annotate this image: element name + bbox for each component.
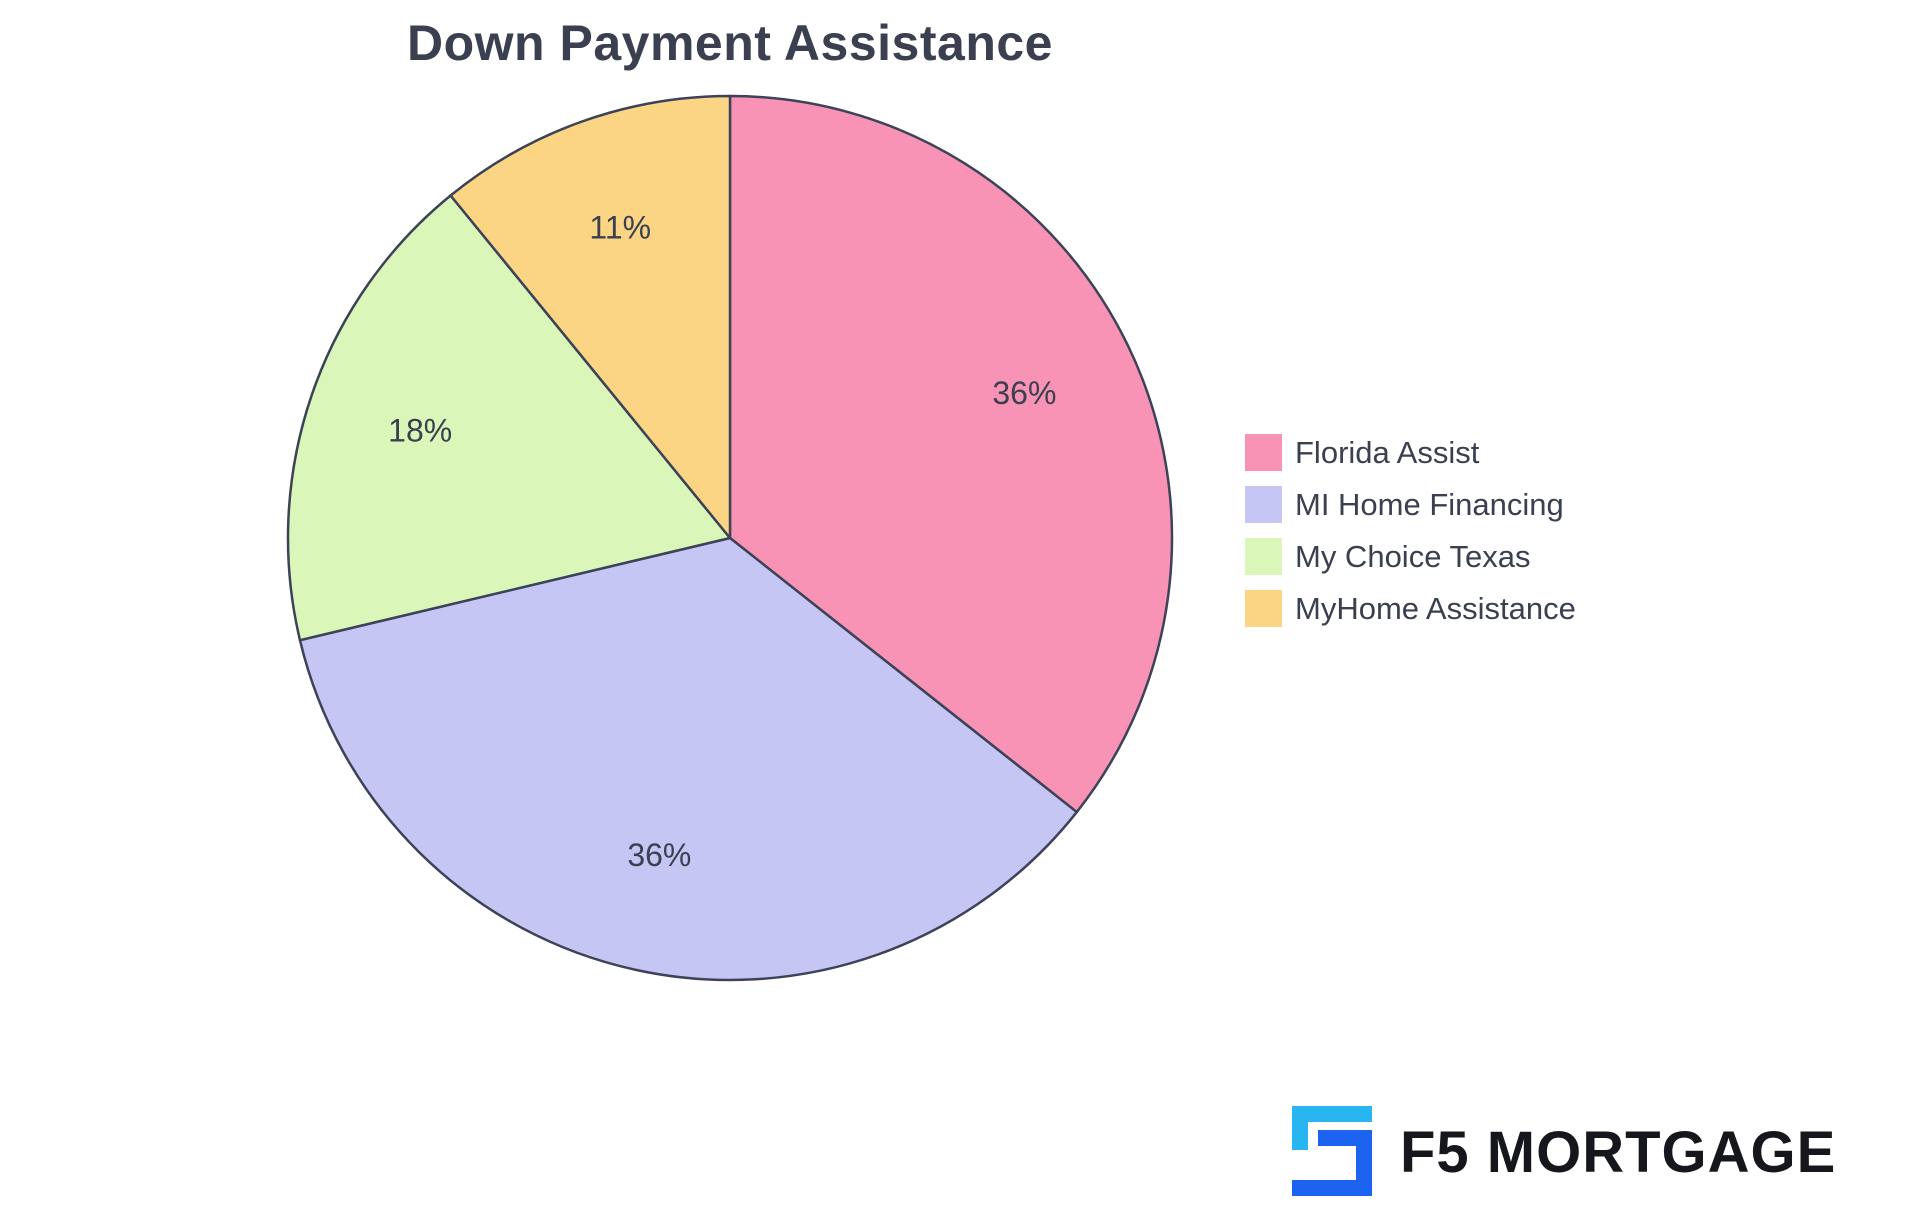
pie-slice-percent-label: 36%	[627, 837, 691, 873]
legend: Florida Assist MI Home Financing My Choi…	[1245, 434, 1576, 627]
brand-footer: F5 MORTGAGE	[1290, 1106, 1836, 1198]
chart-title: Down Payment Assistance	[407, 15, 1053, 71]
logo-bowl	[1292, 1130, 1372, 1196]
pie-slice-percent-label: 11%	[589, 209, 651, 245]
legend-swatch-icon	[1245, 538, 1282, 575]
pie-slice-percent-label: 18%	[388, 413, 452, 449]
legend-item-florida-assist: Florida Assist	[1245, 434, 1576, 471]
legend-item-myhome-assistance: MyHome Assistance	[1245, 590, 1576, 627]
brand-name: F5 MORTGAGE	[1400, 1119, 1837, 1185]
pie-slice-1	[298, 536, 1079, 982]
legend-item-mi-home-financing: MI Home Financing	[1245, 486, 1576, 523]
legend-label: Florida Assist	[1295, 434, 1480, 470]
legend-swatch-icon	[1245, 434, 1282, 471]
pie-slice-2	[286, 194, 732, 642]
legend-label: My Choice Texas	[1295, 538, 1531, 574]
legend-label: MyHome Assistance	[1295, 590, 1576, 626]
pie-slice-0	[728, 94, 1174, 814]
f5-mortgage-logo-icon	[1292, 1106, 1372, 1196]
legend-item-my-choice-texas: My Choice Texas	[1245, 538, 1576, 575]
logo-top-bar	[1292, 1106, 1372, 1150]
legend-label: MI Home Financing	[1295, 486, 1564, 522]
pie-slice-3	[449, 94, 732, 540]
pie-slice-percent-label: 36%	[992, 375, 1056, 411]
legend-swatch-icon	[1245, 486, 1282, 523]
legend-swatch-icon	[1245, 590, 1282, 627]
